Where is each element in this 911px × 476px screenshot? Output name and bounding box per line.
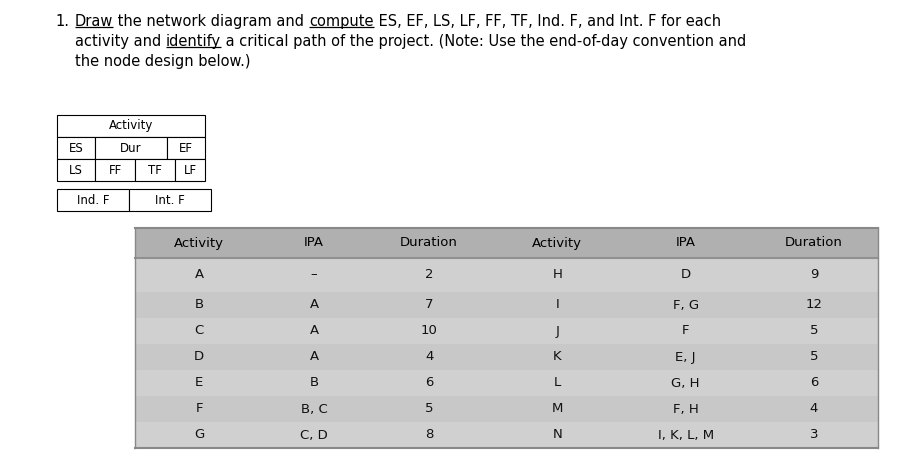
Text: G: G [194,428,204,442]
Text: Draw: Draw [75,14,113,29]
Text: B: B [309,377,318,389]
Text: ES: ES [68,141,83,155]
Text: –: – [311,268,317,281]
Text: 2: 2 [425,268,433,281]
Text: Duration: Duration [400,237,457,249]
Text: Ind. F: Ind. F [77,194,109,207]
Bar [175,159,205,181]
Text: 4: 4 [425,350,433,364]
Text: IPA: IPA [675,237,695,249]
Text: 1.: 1. [55,14,69,29]
Text: L: L [553,377,560,389]
Text: B, C: B, C [301,403,327,416]
Bar [57,137,95,159]
Bar [57,159,95,181]
Bar [135,396,877,422]
Text: I, K, L, M: I, K, L, M [657,428,713,442]
Text: EF: EF [179,141,193,155]
Text: A: A [194,268,203,281]
Text: a critical path of the project. (Note: Use the end-of-day convention and: a critical path of the project. (Note: U… [220,34,745,49]
Text: A: A [309,350,318,364]
Text: K: K [552,350,561,364]
Text: Duration: Duration [784,237,842,249]
Text: C, D: C, D [300,428,328,442]
Text: A: A [309,325,318,337]
Text: 10: 10 [420,325,437,337]
Text: F, H: F, H [672,403,698,416]
Text: 7: 7 [425,298,433,311]
Text: G, H: G, H [670,377,699,389]
Text: 6: 6 [809,377,817,389]
Text: J: J [555,325,558,337]
Bar [135,292,877,318]
Text: activity and: activity and [75,34,166,49]
Text: 9: 9 [809,268,817,281]
Text: ES, EF, LS, LF, FF, TF, Ind. F, and Int. F for each: ES, EF, LS, LF, FF, TF, Ind. F, and Int.… [374,14,720,29]
Text: Activity: Activity [174,237,224,249]
Text: B: B [194,298,203,311]
Text: I: I [555,298,558,311]
Text: Activity: Activity [108,119,153,132]
Text: E, J: E, J [675,350,695,364]
Text: 5: 5 [809,350,817,364]
Text: 5: 5 [425,403,433,416]
Text: F: F [195,403,202,416]
Bar [135,344,877,370]
Text: M: M [551,403,562,416]
Text: C: C [194,325,203,337]
Text: Int. F: Int. F [155,194,185,207]
Text: 5: 5 [809,325,817,337]
Text: E: E [195,377,203,389]
Bar [135,258,877,292]
Text: D: D [680,268,690,281]
Text: H: H [552,268,562,281]
Text: 3: 3 [809,428,817,442]
Text: LS: LS [69,163,83,177]
Text: A: A [309,298,318,311]
Text: the network diagram and: the network diagram and [113,14,309,29]
Text: F: F [681,325,689,337]
Text: FF: FF [108,163,121,177]
Bar [57,115,205,137]
Bar [135,228,877,258]
Text: identify: identify [166,34,220,49]
Text: F, G: F, G [671,298,698,311]
Text: 4: 4 [809,403,817,416]
Text: 6: 6 [425,377,433,389]
Text: IPA: IPA [303,237,323,249]
Text: compute: compute [309,14,374,29]
Text: Dur: Dur [120,141,141,155]
Bar [167,137,205,159]
Text: N: N [552,428,561,442]
Text: the node design below.): the node design below.) [75,54,251,69]
Text: D: D [194,350,204,364]
Bar [135,370,877,396]
Text: TF: TF [148,163,162,177]
Bar [135,318,877,344]
Text: 12: 12 [804,298,822,311]
Bar [57,189,128,211]
Bar [135,422,877,448]
Text: 8: 8 [425,428,433,442]
Bar [135,159,175,181]
Bar [128,189,210,211]
Bar [95,137,167,159]
Text: Activity: Activity [532,237,582,249]
Text: LF: LF [183,163,197,177]
Bar [95,159,135,181]
